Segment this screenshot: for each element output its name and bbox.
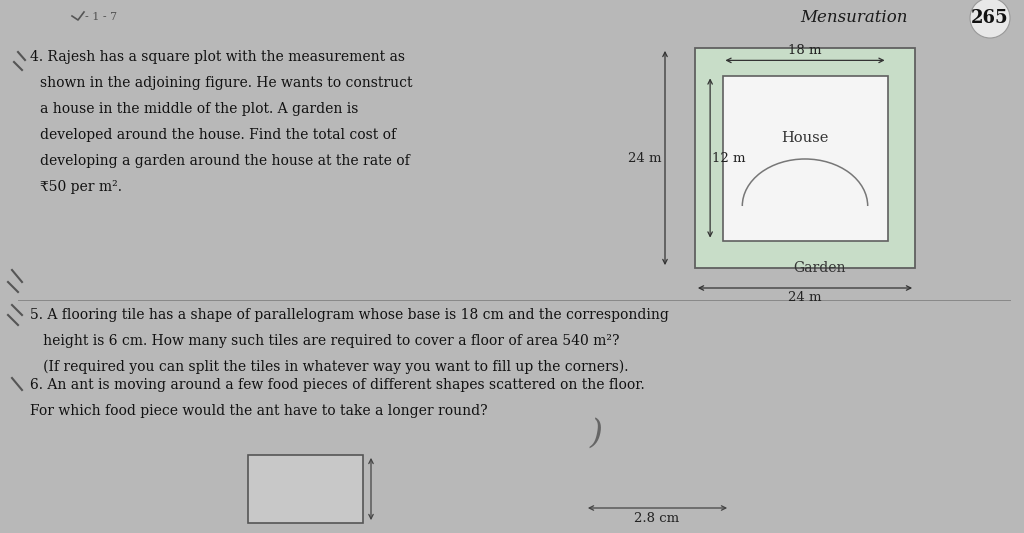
Text: Garden: Garden bbox=[794, 261, 846, 274]
Bar bbox=[695, 48, 915, 268]
Text: 5. A flooring tile has a shape of parallelogram whose base is 18 cm and the corr: 5. A flooring tile has a shape of parall… bbox=[30, 308, 669, 322]
Bar bbox=[248, 455, 362, 523]
Text: Mensuration: Mensuration bbox=[800, 10, 907, 27]
Text: ₹50 per m².: ₹50 per m². bbox=[40, 180, 122, 194]
Text: 18 m: 18 m bbox=[788, 44, 821, 58]
Text: shown in the adjoining figure. He wants to construct: shown in the adjoining figure. He wants … bbox=[40, 76, 413, 90]
Text: (If required you can split the tiles in whatever way you want to fill up the cor: (If required you can split the tiles in … bbox=[30, 360, 629, 374]
Text: 24 m: 24 m bbox=[628, 151, 662, 165]
Text: 24 m: 24 m bbox=[788, 291, 821, 304]
Text: height is 6 cm. How many such tiles are required to cover a floor of area 540 m²: height is 6 cm. How many such tiles are … bbox=[30, 334, 620, 348]
Text: a house in the middle of the plot. A garden is: a house in the middle of the plot. A gar… bbox=[40, 102, 358, 116]
Text: developing a garden around the house at the rate of: developing a garden around the house at … bbox=[40, 154, 410, 168]
Text: - 1 - 7: - 1 - 7 bbox=[85, 12, 117, 22]
Text: developed around the house. Find the total cost of: developed around the house. Find the tot… bbox=[40, 128, 396, 142]
Text: House: House bbox=[781, 131, 828, 145]
Text: 6. An ant is moving around a few food pieces of different shapes scattered on th: 6. An ant is moving around a few food pi… bbox=[30, 378, 645, 392]
Text: 265: 265 bbox=[971, 9, 1009, 27]
Bar bbox=[723, 76, 888, 240]
Text: 4. Rajesh has a square plot with the measurement as: 4. Rajesh has a square plot with the mea… bbox=[30, 50, 406, 64]
Text: 2.8 cm: 2.8 cm bbox=[635, 512, 680, 525]
Text: 12 m: 12 m bbox=[712, 151, 745, 165]
Text: For which food piece would the ant have to take a longer round?: For which food piece would the ant have … bbox=[30, 404, 487, 418]
Circle shape bbox=[970, 0, 1010, 38]
Text: ): ) bbox=[590, 418, 603, 450]
